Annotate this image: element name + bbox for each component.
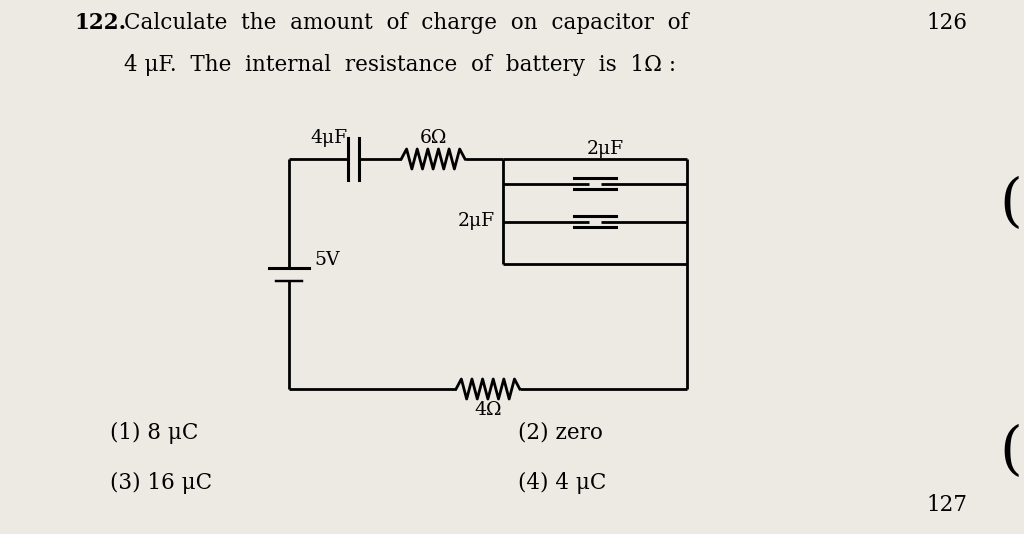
Text: 2μF: 2μF [587, 140, 624, 159]
Text: (: ( [999, 176, 1022, 232]
Text: 6Ω: 6Ω [420, 129, 446, 147]
Text: (3) 16 μC: (3) 16 μC [110, 472, 212, 494]
Text: 4μF: 4μF [310, 129, 347, 147]
Text: 4Ω: 4Ω [474, 401, 502, 419]
Text: (: ( [999, 424, 1022, 480]
Text: 126: 126 [926, 12, 967, 34]
Text: 2μF: 2μF [458, 213, 495, 231]
Text: 4 μF.  The  internal  resistance  of  battery  is  1Ω :: 4 μF. The internal resistance of battery… [125, 54, 677, 76]
Text: (2) zero: (2) zero [518, 422, 603, 444]
Text: (1) 8 μC: (1) 8 μC [110, 422, 198, 444]
Text: 5V: 5V [314, 251, 340, 269]
Text: Calculate  the  amount  of  charge  on  capacitor  of: Calculate the amount of charge on capaci… [125, 12, 689, 34]
Text: (4) 4 μC: (4) 4 μC [518, 472, 606, 494]
Text: 127: 127 [926, 494, 967, 516]
Text: 122.: 122. [75, 12, 127, 34]
